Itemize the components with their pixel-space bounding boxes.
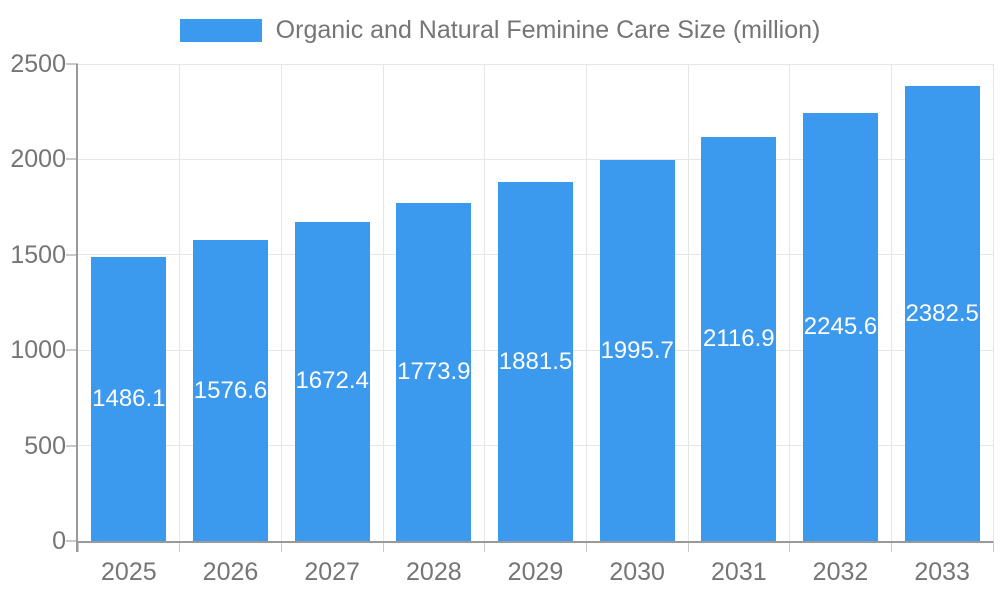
- v-gridline: [280, 64, 282, 541]
- y-tick-mark: [66, 540, 78, 542]
- bar-value-label: 1881.5: [498, 347, 573, 375]
- v-gridline: [890, 64, 892, 541]
- bar-value-label: 2116.9: [703, 325, 775, 353]
- v-gridline: [179, 64, 181, 541]
- v-gridline: [484, 64, 486, 541]
- x-tick-mark: [484, 541, 486, 552]
- bar-2025: [91, 257, 167, 541]
- bar-2027: [294, 221, 370, 541]
- x-tick-label: 2028: [406, 558, 462, 586]
- chart-legend: Organic and Natural Feminine Care Size (…: [0, 16, 1000, 45]
- bar-2032: [802, 112, 879, 541]
- y-tick-label: 0: [52, 527, 66, 555]
- legend-label: Organic and Natural Feminine Care Size (…: [275, 16, 821, 44]
- x-tick-mark: [585, 541, 587, 552]
- x-tick-mark: [179, 541, 181, 552]
- bar-value-label: 1576.6: [193, 376, 268, 404]
- x-tick-label: 2033: [914, 558, 970, 586]
- y-tick-label: 1000: [10, 336, 66, 365]
- x-tick-mark: [687, 541, 689, 552]
- x-tick-mark: [382, 541, 384, 552]
- bar-2029: [497, 182, 574, 541]
- v-gridline: [789, 64, 791, 541]
- x-tick-label: 2030: [609, 558, 665, 586]
- y-axis-line: [76, 64, 78, 552]
- y-tick-mark: [66, 253, 78, 256]
- x-tick-label: 2029: [507, 558, 564, 586]
- h-gridline: [78, 158, 993, 160]
- bar-2030: [599, 160, 675, 541]
- plot-area: 0 500 1000 1500 2000 2500 1486.1 2025 1576.6 2026…: [10, 50, 994, 586]
- bar-value-label: 1486.1: [92, 385, 166, 413]
- x-tick-label: 2032: [812, 558, 869, 586]
- y-tick-label: 500: [24, 431, 66, 460]
- y-tick-label: 1500: [10, 240, 66, 269]
- h-gridline: [78, 63, 993, 65]
- bar-2031: [701, 137, 777, 541]
- x-tick-mark: [890, 541, 892, 552]
- x-tick-mark: [992, 541, 994, 552]
- x-tick-label: 2025: [101, 558, 157, 586]
- v-gridline: [992, 64, 994, 541]
- bar-2028: [396, 202, 472, 541]
- bar-value-label: 1773.9: [397, 357, 471, 385]
- bar-value-label: 2245.6: [803, 312, 878, 340]
- bar-value-label: 1995.7: [600, 336, 674, 364]
- bar-value-label: 1672.4: [295, 367, 369, 395]
- x-tick-mark: [77, 541, 79, 552]
- x-axis-line: [76, 541, 993, 543]
- x-tick-label: 2027: [304, 558, 360, 586]
- v-gridline: [382, 64, 384, 541]
- bar-value-label: 2382.5: [905, 299, 979, 327]
- y-tick-mark: [66, 349, 78, 352]
- y-tick-mark: [66, 444, 78, 447]
- y-tick-mark: [66, 63, 78, 65]
- v-gridline: [687, 64, 689, 541]
- x-tick-mark: [280, 541, 282, 552]
- y-tick-label: 2000: [10, 145, 66, 174]
- y-tick-mark: [66, 158, 78, 161]
- y-tick-label: 2500: [10, 50, 66, 78]
- v-gridline: [585, 64, 587, 541]
- legend-swatch: [179, 19, 262, 42]
- bar-2026: [192, 240, 269, 541]
- x-tick-mark: [789, 541, 791, 552]
- x-tick-label: 2026: [202, 558, 259, 586]
- bar-2033: [904, 86, 980, 541]
- x-tick-label: 2031: [711, 558, 767, 586]
